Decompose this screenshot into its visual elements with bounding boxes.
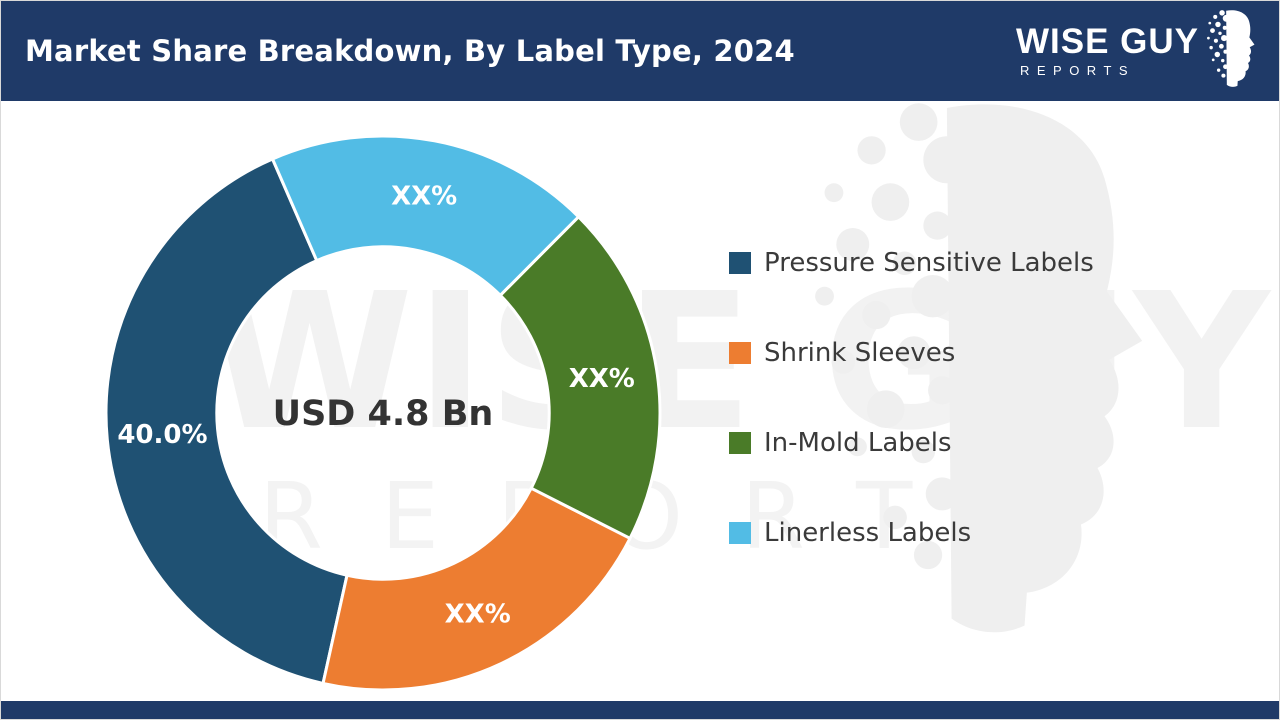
donut-segment-linerless-labels [271,134,581,297]
legend-label: Pressure Sensitive Labels [764,248,1094,278]
segment-value-label: XX% [569,364,635,394]
segment-value-label: XX% [391,181,457,211]
donut-segment-pressure-sensitive-labels [104,157,349,685]
legend-swatch-icon [729,522,751,544]
legend-label: Shrink Sleeves [764,338,956,368]
legend-item-pressure-sensitive-labels: Pressure Sensitive Labels [729,247,1094,279]
footer-bar [1,701,1279,719]
legend-item-shrink-sleeves: Shrink Sleeves [729,337,1094,369]
legend-swatch-icon [729,432,751,454]
legend-label: In-Mold Labels [764,428,952,458]
legend-item-linerless-labels: Linerless Labels [729,517,1094,549]
chart-center-value: USD 4.8 Bn [273,394,494,434]
page-title: Market Share Breakdown, By Label Type, 2… [25,34,795,68]
brand-logo: WISE GUY REPORTS [1016,9,1263,93]
segment-value-label: XX% [445,599,511,629]
brand-face-icon [1205,8,1263,94]
legend-swatch-icon [729,252,751,274]
legend-label: Linerless Labels [764,518,972,548]
legend-swatch-icon [729,342,751,364]
donut-segment-in-mold-labels [498,215,662,540]
header-bar: Market Share Breakdown, By Label Type, 2… [1,1,1279,101]
brand-name: WISE GUY [1015,22,1199,61]
chart-legend: Pressure Sensitive Labels Shrink Sleeves… [729,247,1094,607]
segment-value-label: 40.0% [117,420,207,450]
legend-item-in-mold-labels: In-Mold Labels [729,427,1094,459]
donut-segment-shrink-sleeves [321,486,632,692]
brand-tagline: REPORTS [1019,63,1136,78]
